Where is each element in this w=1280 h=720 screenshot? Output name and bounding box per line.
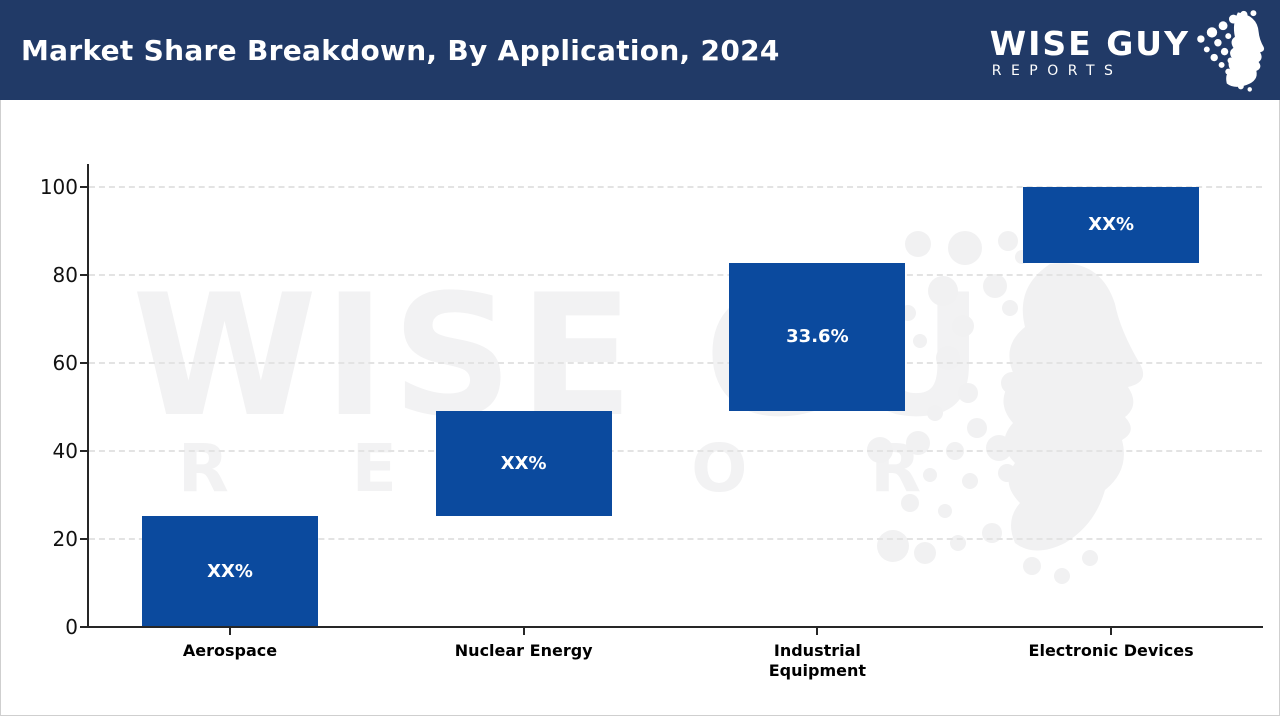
y-tick-mark — [80, 626, 87, 628]
gridline-40 — [89, 450, 1262, 452]
bar-value-label: XX% — [500, 452, 547, 474]
watermark-head-profile — [867, 231, 1144, 584]
bar-nuclear-energy — [435, 410, 612, 517]
x-category-label: Nuclear Energy — [454, 641, 593, 660]
wise-guy-reports-logo: WISE GUY REPORTS — [990, 6, 1266, 98]
bar-value-label: XX% — [1088, 214, 1134, 236]
logo-wordmark: WISE GUY — [989, 23, 1190, 63]
y-tick-label: 80 — [52, 263, 78, 287]
logo-subtitle: REPORTS — [991, 62, 1123, 79]
y-tick-mark — [80, 186, 87, 188]
logo-head-profile-icon — [1197, 10, 1265, 92]
y-tick-mark — [80, 450, 87, 452]
y-tick-mark — [80, 538, 87, 540]
gridline-80 — [89, 274, 1262, 276]
y-tick-label: 60 — [52, 351, 78, 375]
gridline-60 — [89, 362, 1262, 364]
y-tick-label: 20 — [52, 527, 78, 551]
x-tick-mark — [229, 628, 231, 635]
x-category-label: Aerospace — [182, 641, 278, 660]
y-tick-label: 100 — [39, 175, 78, 199]
gridline-100 — [89, 186, 1262, 188]
chart-title: Market Share Breakdown, By Application, … — [21, 33, 780, 67]
bar-value-label: XX% — [207, 560, 253, 582]
x-tick-mark — [1110, 628, 1113, 635]
x-tick-mark — [816, 628, 819, 635]
y-axis-spine — [87, 164, 89, 628]
logo-text: WISE GUY REPORTS — [990, 27, 1190, 78]
y-tick-mark — [80, 274, 87, 276]
x-category-label: Industrial Equipment — [768, 641, 867, 680]
gridline-20 — [89, 538, 1262, 540]
bar-industrial-equipment — [729, 263, 906, 411]
x-axis-spine — [87, 626, 1263, 628]
header-bar: Market Share Breakdown, By Application, … — [0, 0, 1280, 100]
y-tick-label: 40 — [52, 439, 78, 463]
y-tick-label: 0 — [65, 615, 78, 639]
bar-aerospace — [142, 516, 318, 627]
y-tick-mark — [80, 362, 87, 364]
x-tick-mark — [522, 628, 525, 635]
bar-electronic-devices — [1023, 187, 1200, 264]
x-category-label: Electronic Devices — [1028, 641, 1194, 660]
bar-value-label: 33.6% — [786, 326, 849, 348]
